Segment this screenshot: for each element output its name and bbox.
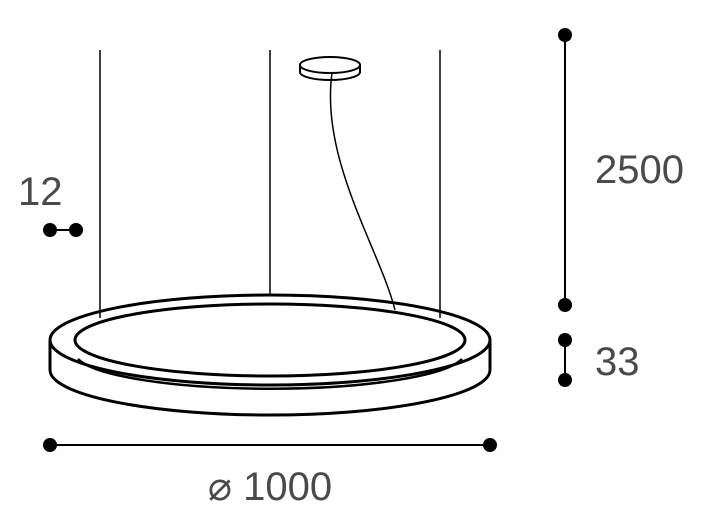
dim-ring-height-label: 33 (595, 340, 640, 384)
suspension-cables (100, 50, 440, 318)
dim-ring-thickness: 12 (18, 170, 83, 237)
ring-body (50, 295, 490, 415)
dim-suspension-height-label: 2500 (595, 148, 684, 192)
ceiling-canopy (300, 57, 360, 80)
dim-ring-height: 33 (558, 333, 640, 387)
dim-suspension-height: 2500 (558, 28, 684, 312)
diagram-container: 12 ⌀ 1000 2500 33 (0, 0, 718, 531)
dim-diameter-label: ⌀ 1000 (208, 465, 332, 509)
technical-drawing: 12 ⌀ 1000 2500 33 (0, 0, 718, 531)
dim-diameter: ⌀ 1000 (43, 438, 497, 509)
dim-ring-thickness-label: 12 (18, 170, 63, 214)
power-cable (330, 73, 395, 310)
